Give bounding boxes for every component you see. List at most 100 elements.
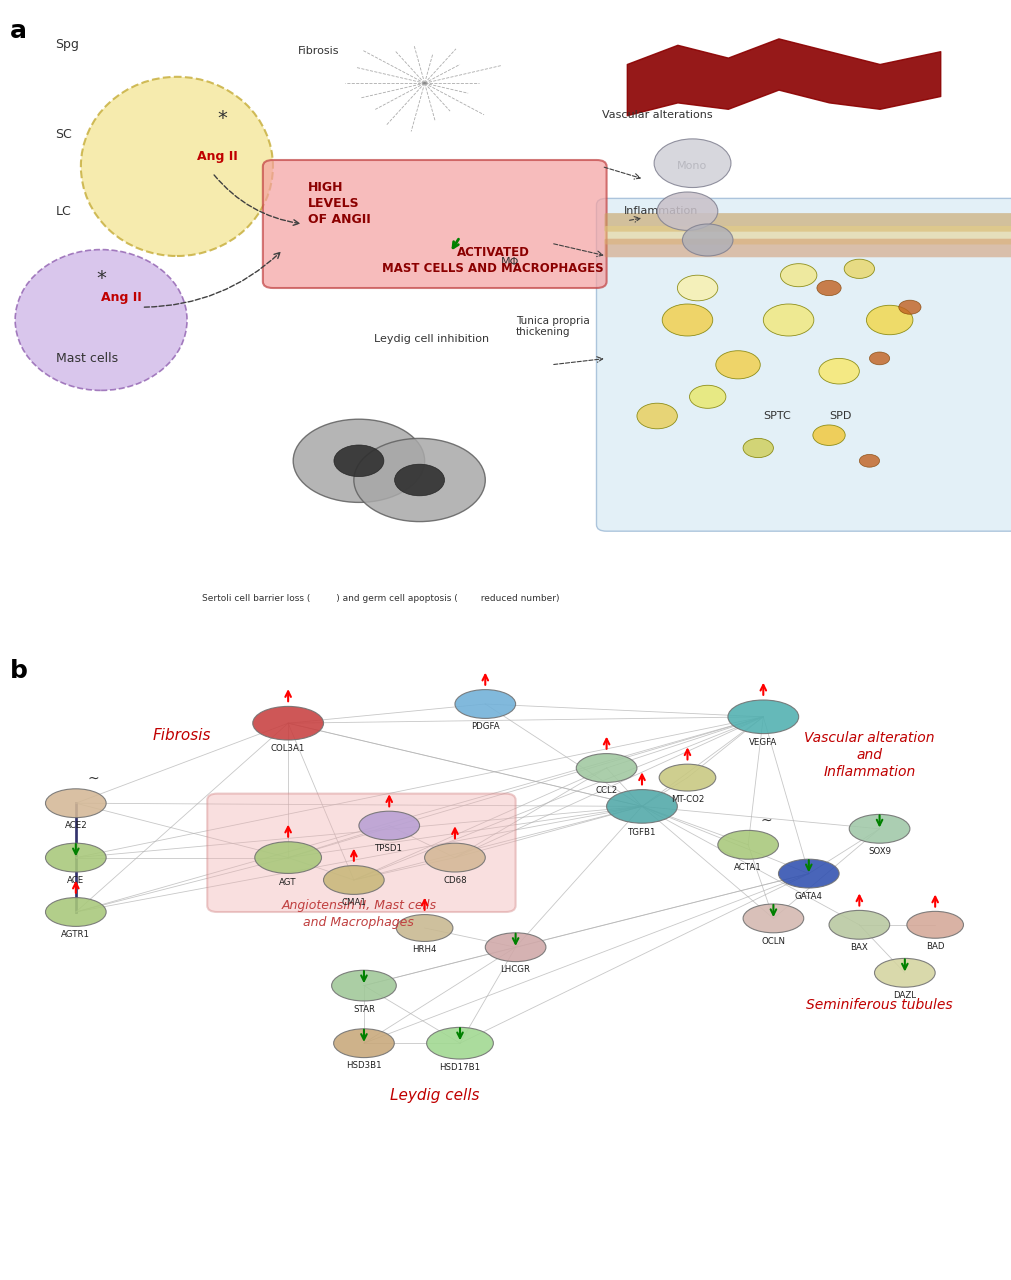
Text: Angiotensin II, Mast cells
and Macrophages: Angiotensin II, Mast cells and Macrophag…: [281, 899, 437, 929]
Text: COL3A1: COL3A1: [271, 745, 305, 754]
Text: b: b: [10, 659, 28, 684]
Circle shape: [334, 445, 384, 476]
Ellipse shape: [427, 1028, 493, 1059]
Ellipse shape: [829, 910, 890, 940]
Circle shape: [819, 358, 859, 384]
FancyBboxPatch shape: [605, 225, 1011, 244]
Ellipse shape: [396, 914, 453, 942]
Circle shape: [657, 192, 718, 230]
Circle shape: [293, 419, 425, 502]
Text: HIGH
LEVELS
OF ANGII: HIGH LEVELS OF ANGII: [308, 180, 371, 225]
Text: Ang II: Ang II: [101, 291, 142, 305]
Ellipse shape: [875, 959, 935, 987]
Text: ACTA1: ACTA1: [734, 863, 762, 872]
Text: HSD3B1: HSD3B1: [346, 1061, 382, 1070]
Text: *: *: [96, 269, 106, 288]
Text: Fibrosis: Fibrosis: [153, 728, 211, 744]
Ellipse shape: [728, 700, 799, 733]
Text: SPD: SPD: [829, 411, 851, 421]
Text: Mono: Mono: [677, 161, 708, 172]
Ellipse shape: [425, 844, 485, 872]
Ellipse shape: [255, 842, 321, 873]
Text: ACE2: ACE2: [65, 822, 87, 831]
Text: LHCGR: LHCGR: [500, 965, 531, 974]
Text: STAR: STAR: [353, 1005, 375, 1014]
Text: a: a: [10, 19, 27, 44]
Text: Sertoli cell barrier loss (         ) and germ cell apoptosis (        reduced n: Sertoli cell barrier loss ( ) and germ c…: [202, 594, 560, 603]
Ellipse shape: [324, 865, 384, 895]
Ellipse shape: [359, 812, 420, 840]
Text: Leydig cells: Leydig cells: [390, 1088, 479, 1103]
Circle shape: [780, 264, 817, 287]
Ellipse shape: [45, 788, 106, 818]
Ellipse shape: [45, 844, 106, 872]
Text: BAD: BAD: [926, 942, 944, 951]
Circle shape: [654, 140, 731, 187]
Ellipse shape: [15, 250, 187, 390]
Circle shape: [637, 403, 677, 429]
Circle shape: [743, 438, 773, 457]
Text: LC: LC: [56, 205, 72, 218]
Circle shape: [690, 385, 726, 408]
FancyBboxPatch shape: [605, 212, 1011, 232]
Text: *: *: [217, 109, 227, 128]
Circle shape: [716, 351, 760, 379]
Circle shape: [354, 438, 485, 522]
Ellipse shape: [743, 904, 804, 933]
Circle shape: [844, 259, 875, 279]
Text: AGTR1: AGTR1: [62, 931, 90, 940]
Text: TPSD1: TPSD1: [375, 844, 403, 852]
Text: AGT: AGT: [279, 878, 297, 887]
Text: Spg: Spg: [56, 38, 80, 51]
FancyBboxPatch shape: [605, 238, 1011, 257]
Circle shape: [866, 305, 913, 334]
Text: DAZL: DAZL: [894, 991, 916, 1000]
Circle shape: [662, 303, 713, 335]
Circle shape: [869, 352, 890, 365]
Text: Seminiferous tubules: Seminiferous tubules: [806, 998, 953, 1012]
Ellipse shape: [485, 933, 546, 961]
Text: ~: ~: [88, 772, 99, 786]
Ellipse shape: [81, 77, 273, 256]
FancyBboxPatch shape: [263, 160, 607, 288]
Ellipse shape: [332, 970, 396, 1001]
Text: VEGFA: VEGFA: [749, 739, 777, 748]
Ellipse shape: [718, 831, 778, 859]
Text: MΦ: MΦ: [500, 257, 519, 268]
Ellipse shape: [659, 764, 716, 791]
Circle shape: [677, 275, 718, 301]
Ellipse shape: [576, 754, 637, 782]
Ellipse shape: [849, 814, 910, 844]
Text: CMA1: CMA1: [342, 899, 366, 908]
Text: CD68: CD68: [443, 876, 467, 884]
Text: Inflammation: Inflammation: [624, 206, 699, 216]
Circle shape: [899, 300, 921, 314]
Text: HSD17B1: HSD17B1: [440, 1064, 480, 1073]
Text: ~: ~: [760, 813, 771, 827]
Circle shape: [763, 303, 814, 335]
Ellipse shape: [334, 1029, 394, 1057]
Text: PDGFA: PDGFA: [471, 722, 499, 731]
Text: ACE: ACE: [67, 876, 85, 884]
Text: BAX: BAX: [850, 943, 868, 952]
Text: OCLN: OCLN: [761, 937, 786, 946]
Circle shape: [859, 454, 880, 467]
Text: Vascular alteration
and
Inflammation: Vascular alteration and Inflammation: [804, 731, 935, 780]
Ellipse shape: [607, 790, 677, 823]
Circle shape: [817, 280, 841, 296]
Text: Fibrosis: Fibrosis: [298, 46, 340, 56]
Ellipse shape: [778, 859, 839, 888]
Text: Vascular alterations: Vascular alterations: [602, 110, 712, 120]
Ellipse shape: [455, 690, 516, 718]
Text: Tunica propria
thickening: Tunica propria thickening: [516, 316, 589, 337]
Text: SPTC: SPTC: [763, 411, 791, 421]
FancyBboxPatch shape: [207, 794, 516, 911]
Text: HRH4: HRH4: [412, 945, 437, 954]
Text: SOX9: SOX9: [868, 847, 891, 856]
Ellipse shape: [253, 707, 324, 740]
Ellipse shape: [907, 911, 963, 938]
Text: Ang II: Ang II: [197, 150, 238, 164]
Text: TGFB1: TGFB1: [628, 828, 656, 837]
Text: Mast cells: Mast cells: [56, 352, 117, 365]
Text: GATA4: GATA4: [795, 892, 823, 901]
